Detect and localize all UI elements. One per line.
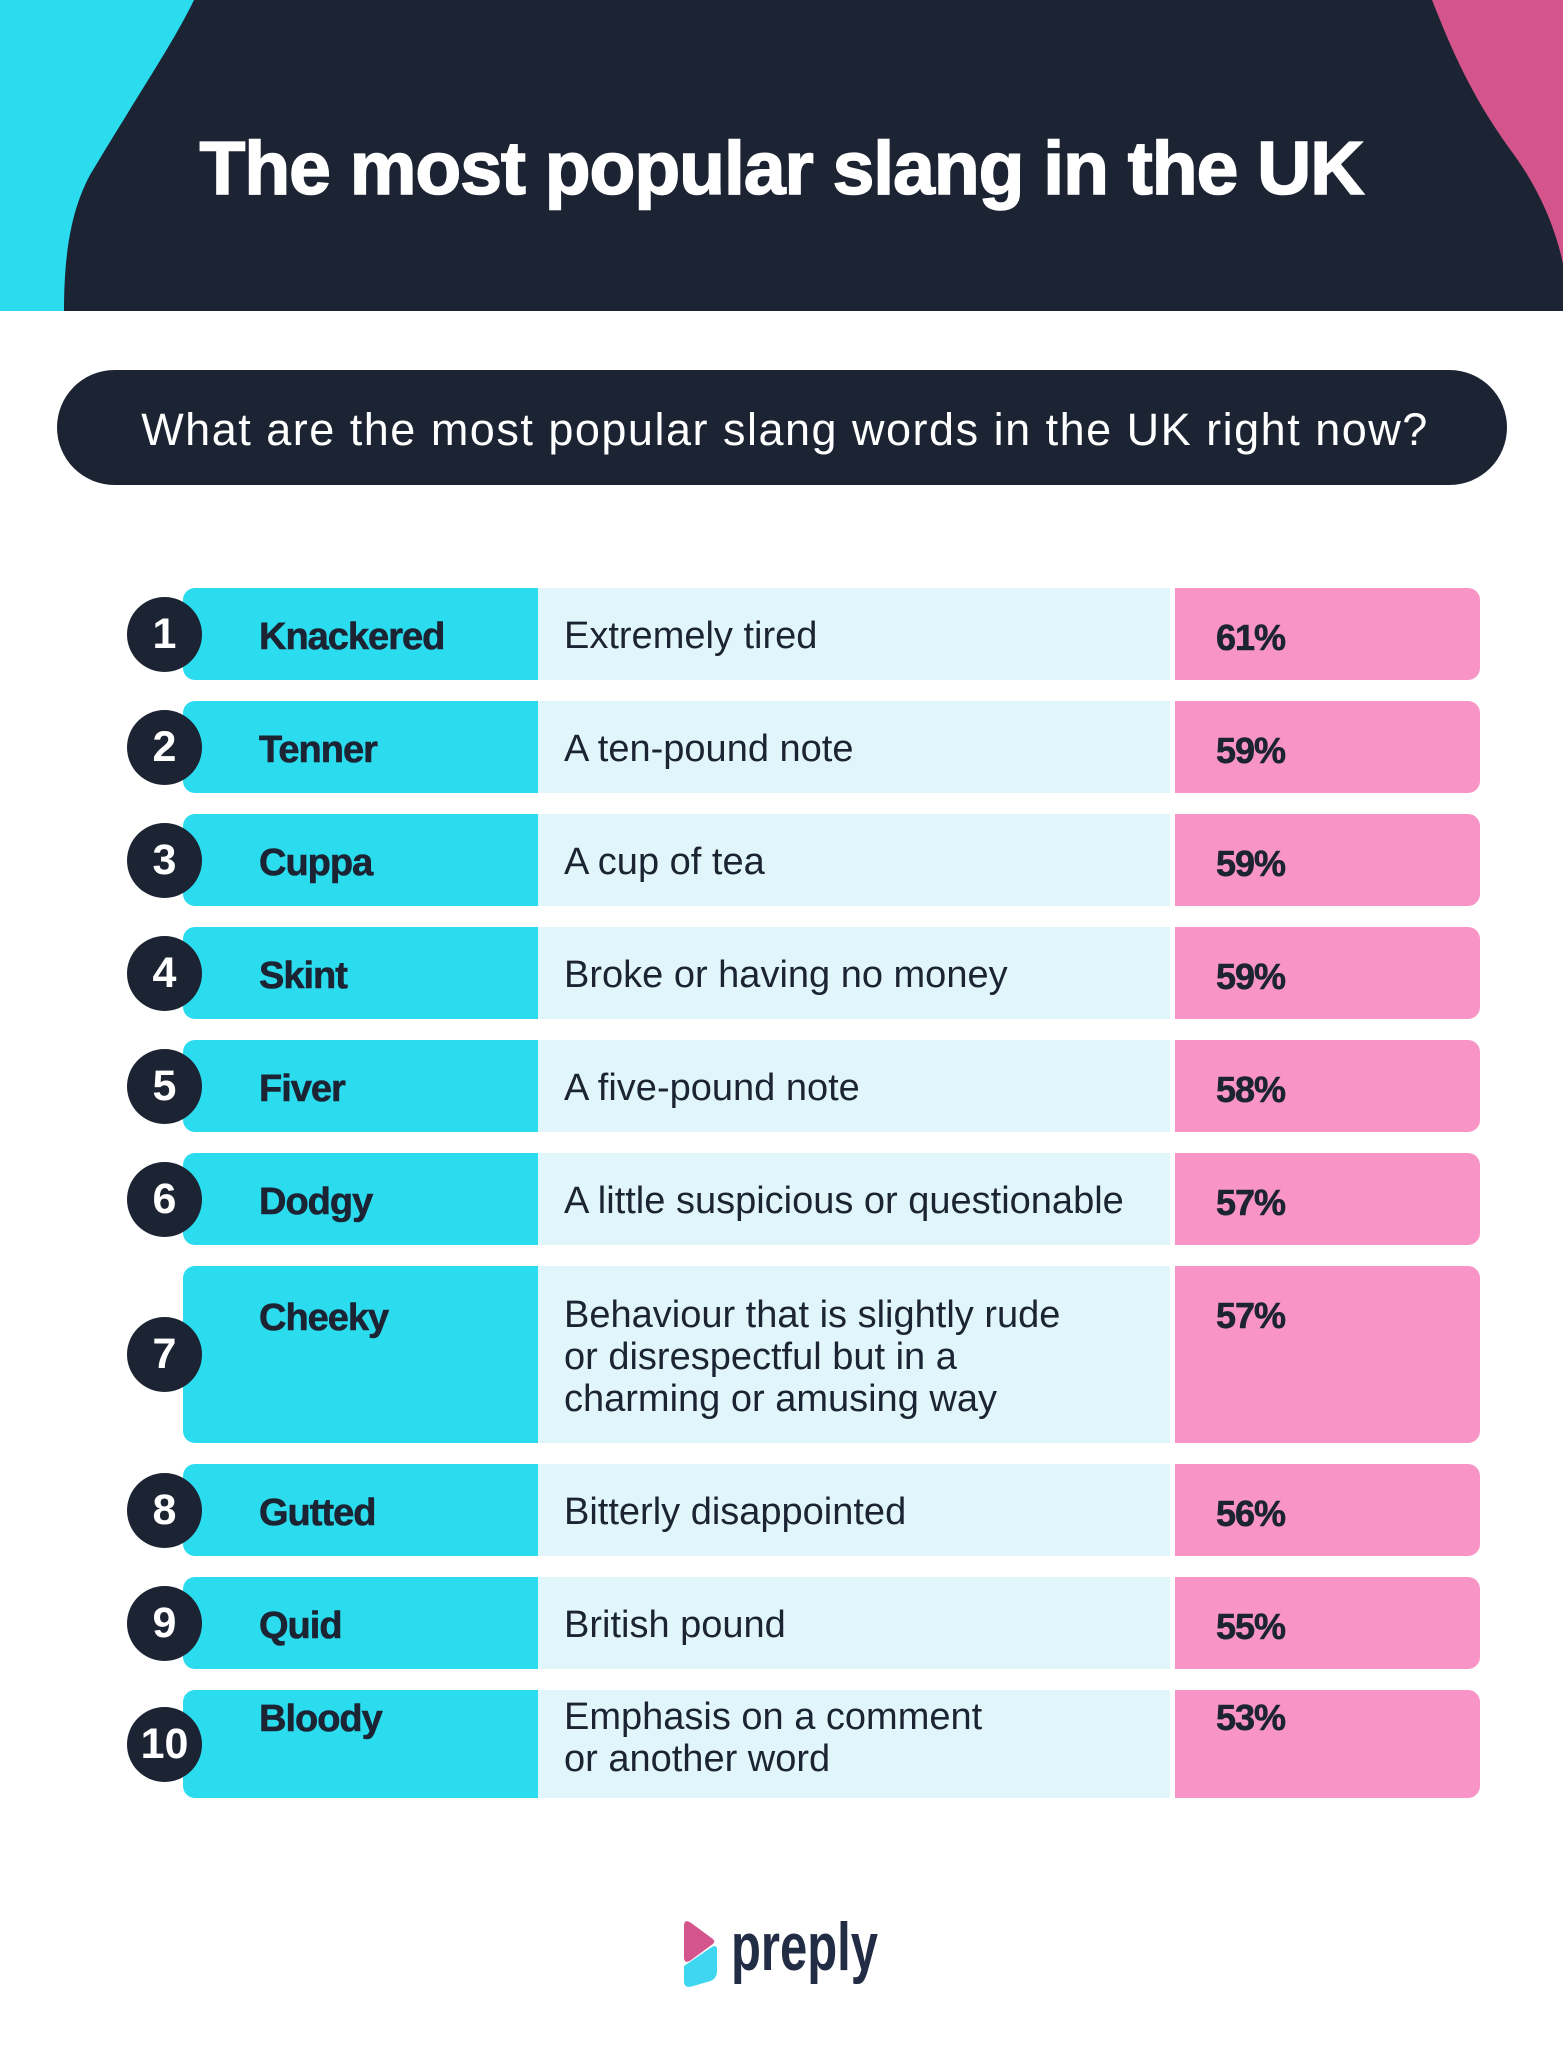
svg-text:preply: preply [731,1909,878,1985]
